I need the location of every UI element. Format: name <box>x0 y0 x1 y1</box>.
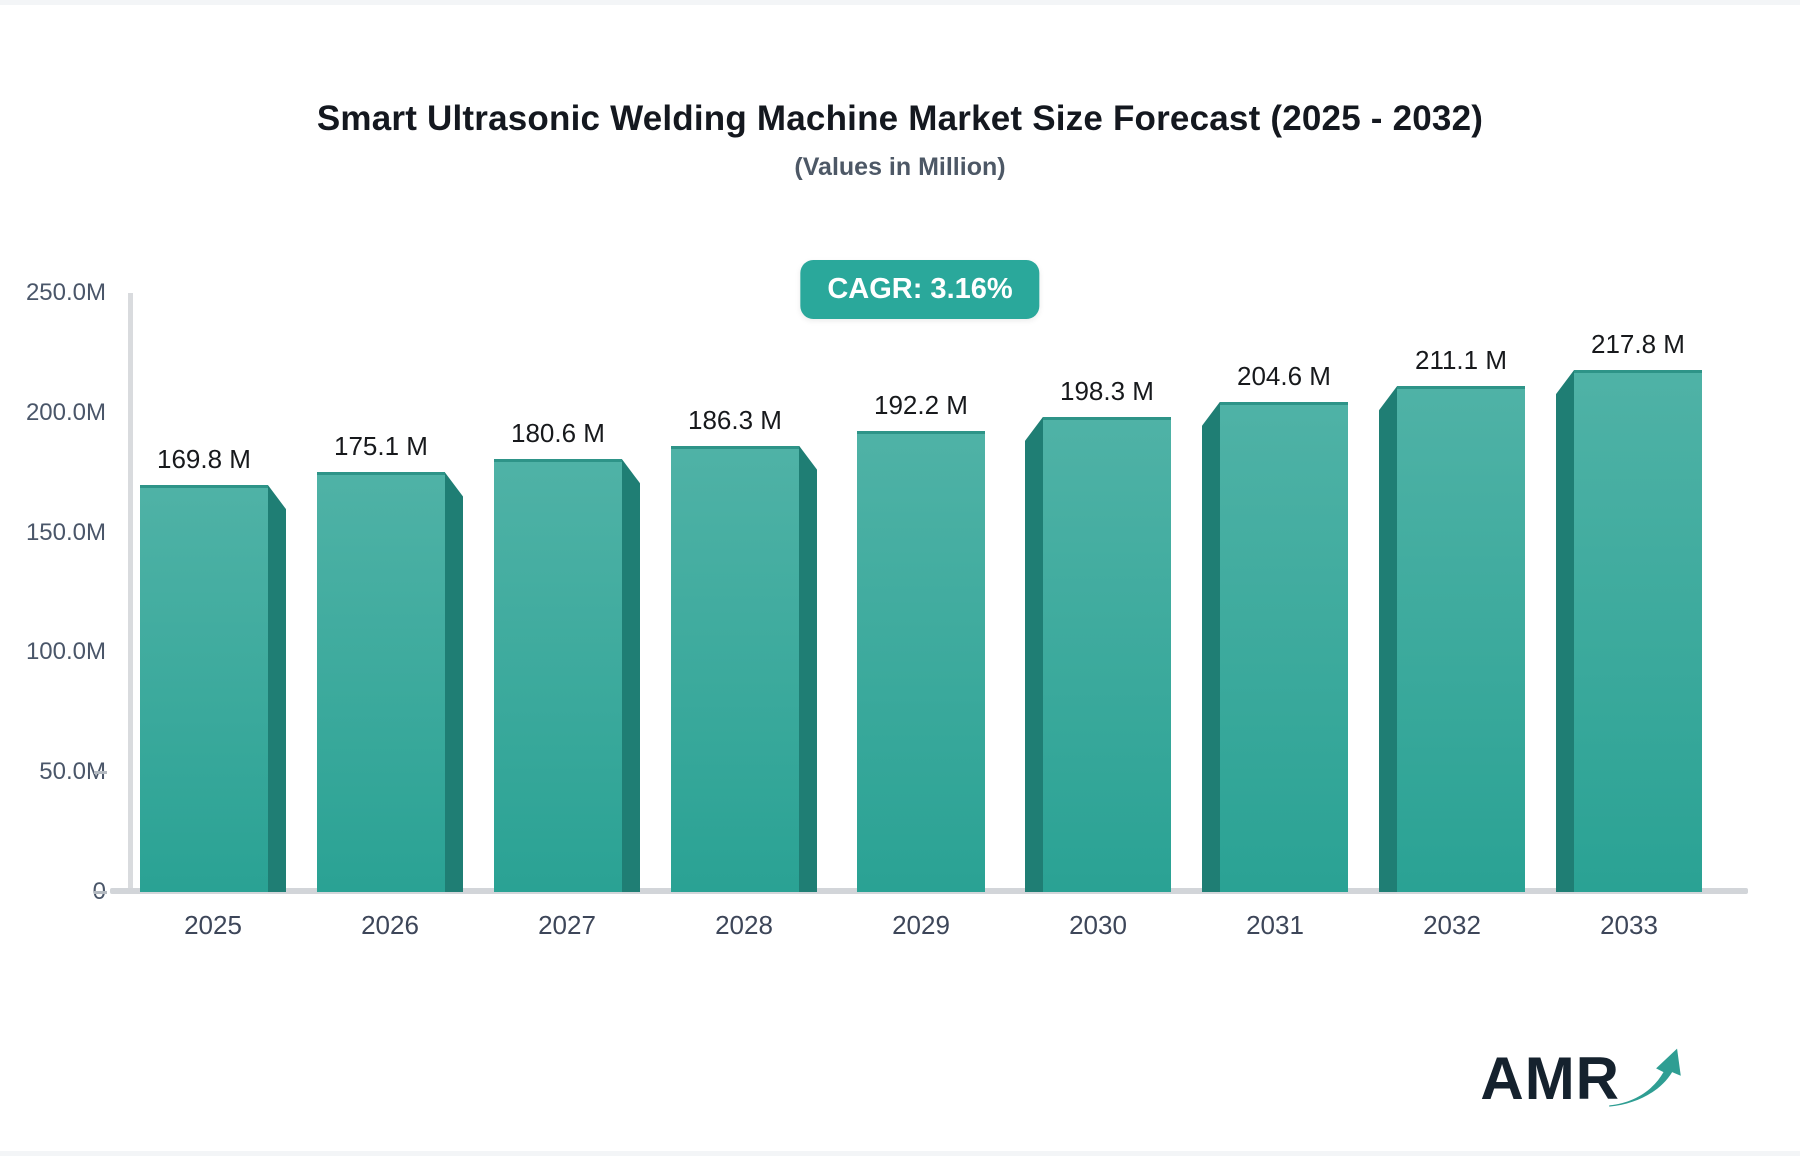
y-axis-tick-label: 50.0M <box>39 758 106 786</box>
cagr-badge: CAGR: 3.16% <box>800 260 1040 319</box>
bar-value-label: 204.6 M <box>1237 360 1331 391</box>
x-axis-year-label: 2029 <box>892 910 950 940</box>
x-axis-year-label: 2025 <box>184 910 242 940</box>
bar-2033 <box>1556 370 1702 892</box>
bar-side-shade <box>622 459 640 892</box>
bar-side-shade <box>1025 416 1043 892</box>
bar-face <box>1574 370 1702 892</box>
bar-side-shade <box>1556 370 1574 892</box>
bar-2027 <box>494 459 640 892</box>
bar-2025 <box>140 485 286 892</box>
y-axis-tick-mark <box>94 771 107 775</box>
bar-side-shade <box>799 445 817 892</box>
bar-face <box>140 485 268 892</box>
x-axis-year-label: 2027 <box>538 910 596 940</box>
bar-face <box>857 431 985 892</box>
y-axis-tick-mark <box>94 891 107 894</box>
chart-title: Smart Ultrasonic Welding Machine Market … <box>316 99 1484 138</box>
bar-value-label: 217.8 M <box>1591 329 1685 360</box>
y-axis-tick-label: 200.0M <box>25 398 106 426</box>
bar-side-shade <box>1379 386 1397 892</box>
bar-value-label: 180.6 M <box>511 418 605 449</box>
bar-2029 <box>857 431 985 892</box>
bar-face <box>1397 386 1525 892</box>
bar-face <box>1043 416 1171 892</box>
bar-face <box>317 472 445 892</box>
bar-side-shade <box>1202 401 1220 892</box>
x-axis-year-label: 2026 <box>361 910 419 940</box>
bar-2032 <box>1379 386 1525 892</box>
bar-side-shade <box>445 472 463 892</box>
bar-face <box>1220 401 1348 892</box>
bar-value-label: 211.1 M <box>1414 345 1507 376</box>
chart-card: Smart Ultrasonic Welding Machine Market … <box>0 5 1800 1151</box>
bar-2028 <box>671 445 817 892</box>
bar-value-label: 198.3 M <box>1060 375 1154 406</box>
bar-2030 <box>1025 416 1171 892</box>
bar-value-label: 169.8 M <box>157 444 251 475</box>
x-axis-year-label: 2032 <box>1423 910 1481 940</box>
amr-logo-text: AMR <box>1480 1045 1620 1112</box>
bar-2031 <box>1202 401 1348 892</box>
bar-face <box>671 445 799 892</box>
x-axis-year-label: 2028 <box>715 910 773 940</box>
growth-arrow-icon <box>1609 1048 1681 1107</box>
bar-value-label: 175.1 M <box>334 431 428 462</box>
bar-side-shade <box>268 485 286 892</box>
bar-value-label: 186.3 M <box>688 404 782 435</box>
x-axis-year-label: 2033 <box>1600 910 1658 940</box>
bar-face <box>494 459 622 892</box>
y-axis-line <box>128 293 133 892</box>
y-axis-tick-label: 150.0M <box>25 518 106 546</box>
x-axis-year-label: 2030 <box>1069 910 1127 940</box>
y-axis-tick-label: 100.0M <box>25 638 106 666</box>
y-axis-tick-label: 250.0M <box>25 279 106 306</box>
amr-logo: AMR <box>1480 1047 1682 1111</box>
bar-2026 <box>317 472 463 892</box>
bar-value-label: 192.2 M <box>874 390 968 421</box>
x-axis-year-label: 2031 <box>1246 910 1304 940</box>
chart-subtitle: (Values in Million) <box>794 153 1006 181</box>
y-axis-tick-label: 0 <box>0 878 106 906</box>
